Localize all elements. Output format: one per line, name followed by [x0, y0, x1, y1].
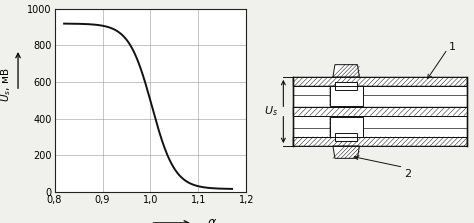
Text: $U_s$: $U_s$: [264, 105, 278, 118]
Bar: [293, 86, 467, 137]
Bar: [293, 77, 467, 86]
Bar: [329, 86, 363, 106]
Text: $\alpha$: $\alpha$: [207, 216, 217, 223]
Bar: [329, 86, 363, 106]
Bar: [293, 137, 467, 146]
Bar: [329, 117, 363, 137]
Polygon shape: [333, 146, 359, 158]
Bar: [293, 107, 467, 116]
Bar: [293, 107, 467, 116]
Text: $U_s$, мВ: $U_s$, мВ: [0, 68, 13, 102]
Text: 1: 1: [448, 42, 456, 52]
Bar: [336, 133, 357, 141]
Polygon shape: [333, 65, 359, 77]
Bar: [329, 117, 363, 137]
Text: 2: 2: [404, 169, 411, 179]
Bar: [336, 82, 357, 90]
